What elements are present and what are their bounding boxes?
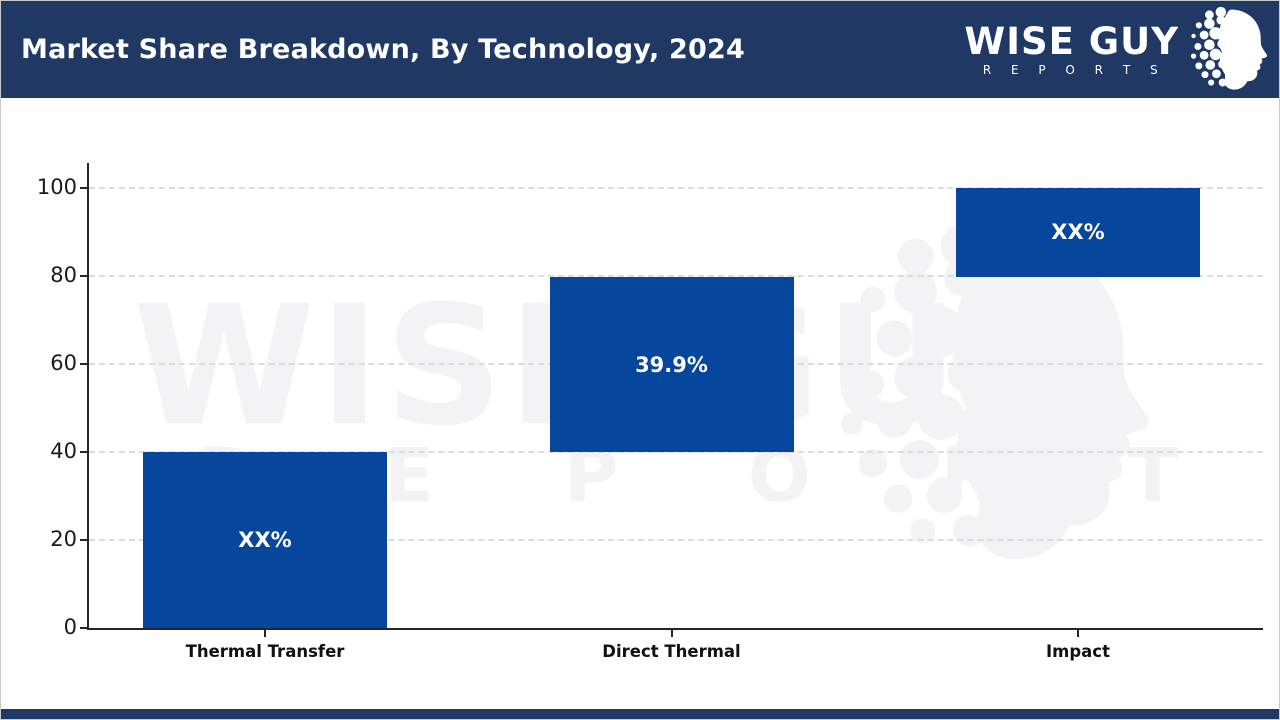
- y-tick-label-20: 20: [50, 527, 77, 551]
- logo-wordmark: WISE GUY: [964, 19, 1179, 63]
- logo-text: WISE GUY R E P O R T S: [964, 23, 1179, 77]
- bar-direct-thermal: 39.9%: [549, 276, 794, 453]
- y-tickmark-20: [80, 539, 89, 541]
- x-tickmark-0: [264, 630, 266, 637]
- x-tickmark-2: [1077, 630, 1079, 637]
- gridline-20: [89, 539, 1263, 541]
- y-tickmark-0: [80, 627, 89, 629]
- chart-title: Market Share Breakdown, By Technology, 2…: [21, 34, 746, 65]
- x-category-label: Impact: [1046, 642, 1110, 661]
- wise-guy-logo: WISE GUY R E P O R T S: [964, 4, 1271, 96]
- y-axis-line: [87, 163, 89, 630]
- x-tickmark-1: [670, 630, 673, 637]
- y-tickmark-100: [80, 187, 89, 189]
- x-category-label: Direct Thermal: [602, 642, 741, 661]
- y-tickmark-80: [80, 275, 89, 277]
- bar-value-label: XX%: [1051, 220, 1105, 245]
- x-axis-line: [87, 628, 1263, 630]
- y-tick-label-60: 60: [50, 351, 77, 375]
- header-bar: Market Share Breakdown, By Technology, 2…: [1, 1, 1279, 98]
- y-tickmark-40: [80, 451, 89, 453]
- y-tickmark-60: [80, 363, 89, 365]
- bar-value-label: XX%: [238, 528, 292, 553]
- gridline-100: [89, 187, 1263, 189]
- y-tick-label-0: 0: [63, 615, 77, 639]
- footer-bar: [1, 709, 1279, 719]
- bar-impact: XX%: [956, 188, 1200, 277]
- logo-face-icon: [1190, 6, 1267, 90]
- logo-subtitle: R E P O R T S: [982, 62, 1166, 77]
- x-category-label: Thermal Transfer: [185, 642, 345, 661]
- bar-thermal-transfer: XX%: [143, 452, 387, 628]
- y-tick-label-100: 100: [36, 175, 77, 199]
- y-tick-label-80: 80: [50, 263, 77, 287]
- bar-value-label: 39.9%: [635, 352, 708, 377]
- y-tick-label-40: 40: [50, 439, 77, 463]
- gridline-80: [89, 275, 1263, 277]
